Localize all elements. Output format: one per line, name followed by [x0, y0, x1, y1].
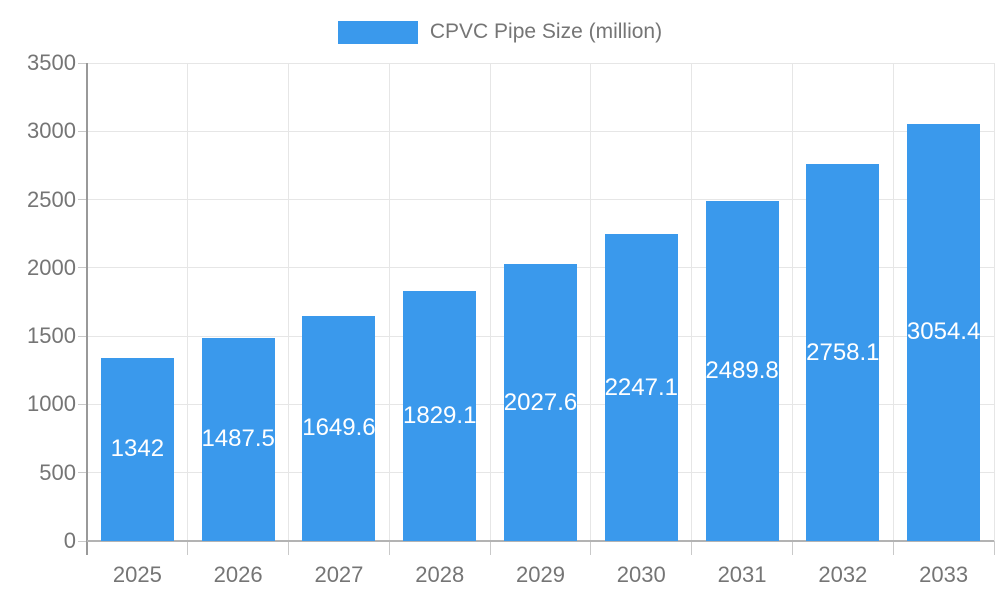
x-axis-label-2030: 2030 [616, 562, 666, 587]
bar-value-label-2025: 1342 [110, 435, 165, 463]
x-axis-line [87, 540, 994, 542]
y-tick-mark-2500 [78, 199, 87, 201]
bar-value-label-2032: 2758.1 [806, 338, 880, 366]
y-tick-mark-3500 [78, 62, 87, 64]
x-tick-mark-7 [791, 541, 793, 555]
v-gridline-2 [288, 63, 290, 541]
bar-2032[interactable] [806, 164, 880, 541]
bar-2028[interactable] [403, 291, 477, 541]
bar-value-label-2030: 2247.1 [604, 373, 678, 401]
y-axis-label-1000: 1000 [27, 391, 76, 417]
bar-2030[interactable] [604, 234, 678, 541]
x-tick-mark-6 [691, 541, 693, 555]
bar-value-label-2031: 2489.8 [705, 356, 779, 384]
v-gridline-4 [489, 63, 491, 541]
x-axis-label-2025: 2025 [112, 562, 162, 587]
bar-2033[interactable] [907, 123, 981, 541]
x-tick-mark-2 [288, 541, 290, 555]
legend-swatch [337, 20, 418, 44]
x-axis-label-2027: 2027 [314, 562, 364, 587]
bar-value-label-2026: 1487.5 [201, 425, 275, 453]
x-axis-label-2028: 2028 [415, 562, 465, 587]
y-axis-label-3000: 3000 [27, 118, 76, 144]
bar-value-label-2033: 3054.4 [906, 318, 981, 346]
y-tick-mark-1000 [78, 403, 87, 405]
x-axis-label-2031: 2031 [717, 562, 767, 587]
bar-2027[interactable] [302, 315, 376, 541]
y-tick-mark-2000 [78, 267, 87, 269]
legend[interactable]: CPVC Pipe Size (million) [0, 20, 1000, 44]
x-tick-mark-1 [187, 541, 189, 555]
v-gridline-3 [388, 63, 390, 541]
v-gridline-9 [993, 63, 995, 541]
y-axis-label-2500: 2500 [27, 186, 76, 212]
bar-value-label-2029: 2027.6 [503, 388, 578, 416]
x-tick-mark-5 [590, 541, 592, 555]
bar-2025[interactable] [100, 357, 174, 541]
y-tick-mark-0 [78, 540, 87, 542]
y-tick-mark-1500 [78, 335, 87, 337]
h-gridline-3000 [87, 130, 994, 132]
bar-2029[interactable] [504, 264, 577, 541]
x-tick-mark-4 [489, 541, 491, 555]
h-gridline-2500 [87, 199, 994, 201]
bar-2026[interactable] [201, 337, 275, 541]
y-axis-line [86, 63, 88, 555]
v-gridline-1 [187, 63, 189, 541]
legend-label: CPVC Pipe Size (million) [429, 20, 663, 43]
x-axis-label-2026: 2026 [213, 562, 263, 587]
y-tick-mark-3000 [78, 130, 87, 132]
y-axis-label-3500: 3500 [27, 50, 76, 75]
x-axis-label-2033: 2033 [919, 562, 969, 587]
bar-value-label-2028: 1829.1 [403, 402, 477, 430]
x-tick-mark-8 [892, 541, 894, 555]
bar-value-label-2027: 1649.6 [302, 414, 376, 442]
bar-2031[interactable] [705, 200, 779, 541]
y-axis-label-500: 500 [39, 459, 76, 485]
x-tick-mark-9 [993, 541, 995, 555]
h-gridline-3500 [87, 62, 994, 64]
x-tick-mark-3 [388, 541, 390, 555]
x-axis-label-2032: 2032 [818, 562, 868, 587]
v-gridline-8 [892, 63, 894, 541]
x-axis-label-2029: 2029 [516, 562, 565, 587]
v-gridline-7 [791, 63, 793, 541]
v-gridline-6 [691, 63, 693, 541]
y-axis-label-1500: 1500 [27, 323, 76, 349]
y-axis-label-0: 0 [63, 528, 76, 553]
y-tick-mark-500 [78, 472, 87, 474]
y-axis-label-2000: 2000 [27, 254, 76, 280]
v-gridline-5 [590, 63, 592, 541]
